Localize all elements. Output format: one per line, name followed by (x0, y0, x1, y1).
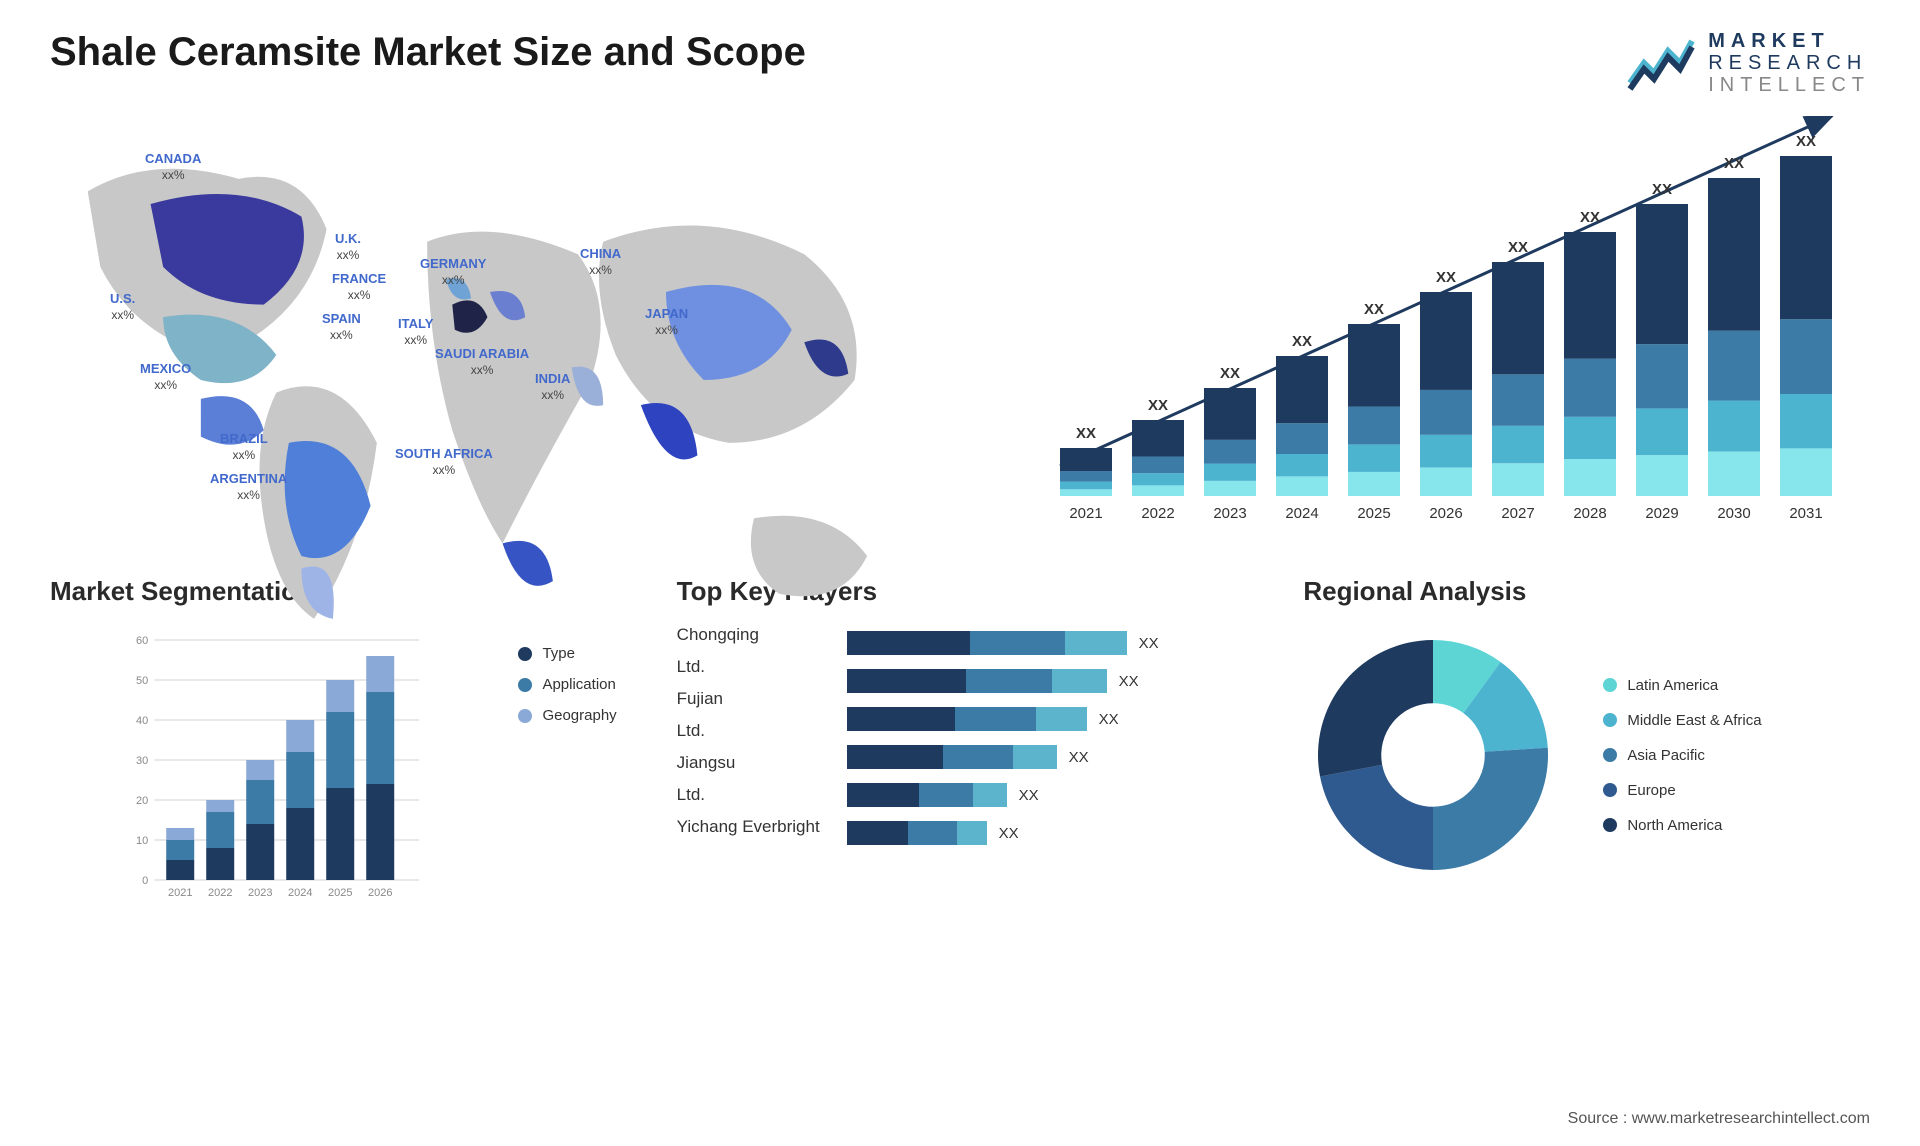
logo-line3: INTELLECT (1708, 74, 1870, 96)
svg-text:2025: 2025 (328, 887, 352, 899)
regional-legend: Latin America Middle East & Africa Asia Pa… (1603, 677, 1761, 834)
player-bar-row: XX (847, 705, 1244, 733)
player-value: XX (999, 825, 1019, 842)
player-name: Ltd. (677, 657, 827, 677)
svg-text:2027: 2027 (1501, 505, 1534, 522)
svg-text:XX: XX (1148, 397, 1168, 414)
source-text: Source : www.marketresearchintellect.com (1568, 1110, 1870, 1128)
player-value: XX (1099, 711, 1119, 728)
legend-item: Middle East & Africa (1603, 712, 1761, 729)
svg-text:2029: 2029 (1645, 505, 1678, 522)
player-value: XX (1139, 635, 1159, 652)
player-bar-row: XX (847, 667, 1244, 695)
regional-title: Regional Analysis (1303, 576, 1870, 607)
map-label: CHINAxx% (580, 246, 621, 277)
logo-line2: RESEARCH (1708, 52, 1870, 74)
svg-text:60: 60 (136, 635, 148, 647)
player-bar-row: XX (847, 743, 1244, 771)
svg-text:2026: 2026 (1429, 505, 1462, 522)
player-value: XX (1069, 749, 1089, 766)
world-map: CANADAxx% U.S.xx% MEXICOxx% BRAZILxx% ARGENT… (50, 116, 930, 536)
map-label: MEXICOxx% (140, 361, 191, 392)
svg-text:XX: XX (1796, 133, 1816, 150)
svg-text:2024: 2024 (288, 887, 312, 899)
svg-text:XX: XX (1364, 301, 1384, 318)
segmentation-legend: Type Application Geography (518, 625, 616, 905)
svg-text:2031: 2031 (1789, 505, 1822, 522)
svg-text:XX: XX (1076, 425, 1096, 442)
svg-text:2024: 2024 (1285, 505, 1318, 522)
svg-text:XX: XX (1292, 333, 1312, 350)
svg-text:2022: 2022 (208, 887, 232, 899)
player-bar-row: XX (847, 819, 1244, 847)
player-name: Yichang Everbright (677, 817, 827, 837)
svg-text:XX: XX (1508, 239, 1528, 256)
svg-text:2021: 2021 (1069, 505, 1102, 522)
svg-text:XX: XX (1580, 209, 1600, 226)
donut-chart (1303, 625, 1563, 885)
player-bar-row: XX (847, 781, 1244, 809)
svg-text:2022: 2022 (1141, 505, 1174, 522)
map-label: ITALYxx% (398, 316, 433, 347)
svg-text:2023: 2023 (1213, 505, 1246, 522)
player-name: Ltd. (677, 721, 827, 741)
svg-text:2030: 2030 (1717, 505, 1750, 522)
legend-item: Type (518, 645, 616, 662)
map-label: SAUDI ARABIAxx% (435, 346, 529, 377)
player-value: XX (1119, 673, 1139, 690)
svg-text:20: 20 (136, 795, 148, 807)
svg-text:30: 30 (136, 755, 148, 767)
map-label: CANADAxx% (145, 151, 201, 182)
growth-chart: XX 2021 XX 2022 XX 2023 XX 2024 XX 2025 XX 2026 XX 20… (990, 116, 1870, 536)
svg-text:2025: 2025 (1357, 505, 1390, 522)
map-label: U.S.xx% (110, 291, 135, 322)
legend-item: Europe (1603, 782, 1761, 799)
player-name: Jiangsu (677, 753, 827, 773)
player-name: Ltd. (677, 785, 827, 805)
legend-item: Geography (518, 707, 616, 724)
map-label: JAPANxx% (645, 306, 688, 337)
svg-text:XX: XX (1724, 155, 1744, 172)
regional-panel: Regional Analysis Latin America Middle Ea… (1303, 576, 1870, 905)
svg-text:40: 40 (136, 715, 148, 727)
segmentation-panel: Market Segmentation 01020304050602021202… (50, 576, 617, 905)
map-label: SOUTH AFRICAxx% (395, 446, 493, 477)
map-label: FRANCExx% (332, 271, 386, 302)
svg-text:XX: XX (1652, 181, 1672, 198)
svg-text:10: 10 (136, 835, 148, 847)
logo-icon (1626, 33, 1696, 93)
legend-item: Asia Pacific (1603, 747, 1761, 764)
legend-item: Application (518, 676, 616, 693)
map-label: GERMANYxx% (420, 256, 486, 287)
svg-text:XX: XX (1220, 365, 1240, 382)
page-title: Shale Ceramsite Market Size and Scope (50, 30, 806, 75)
player-name: Fujian (677, 689, 827, 709)
player-value: XX (1019, 787, 1039, 804)
map-label: BRAZILxx% (220, 431, 268, 462)
map-label: SPAINxx% (322, 311, 361, 342)
player-bars: XX XX XX XX XX XX (847, 625, 1244, 847)
map-label: INDIAxx% (535, 371, 570, 402)
brand-logo: MARKET RESEARCH INTELLECT (1626, 30, 1870, 96)
map-label: ARGENTINAxx% (210, 471, 287, 502)
player-names: ChongqingLtd.FujianLtd.JiangsuLtd.Yichan… (677, 625, 827, 847)
svg-text:XX: XX (1436, 269, 1456, 286)
svg-text:2026: 2026 (368, 887, 392, 899)
svg-text:2023: 2023 (248, 887, 272, 899)
map-label: U.K.xx% (335, 231, 361, 262)
svg-text:2028: 2028 (1573, 505, 1606, 522)
logo-line1: MARKET (1708, 30, 1870, 52)
legend-item: Latin America (1603, 677, 1761, 694)
svg-text:2021: 2021 (168, 887, 192, 899)
legend-item: North America (1603, 817, 1761, 834)
svg-text:0: 0 (142, 875, 148, 887)
svg-text:50: 50 (136, 675, 148, 687)
